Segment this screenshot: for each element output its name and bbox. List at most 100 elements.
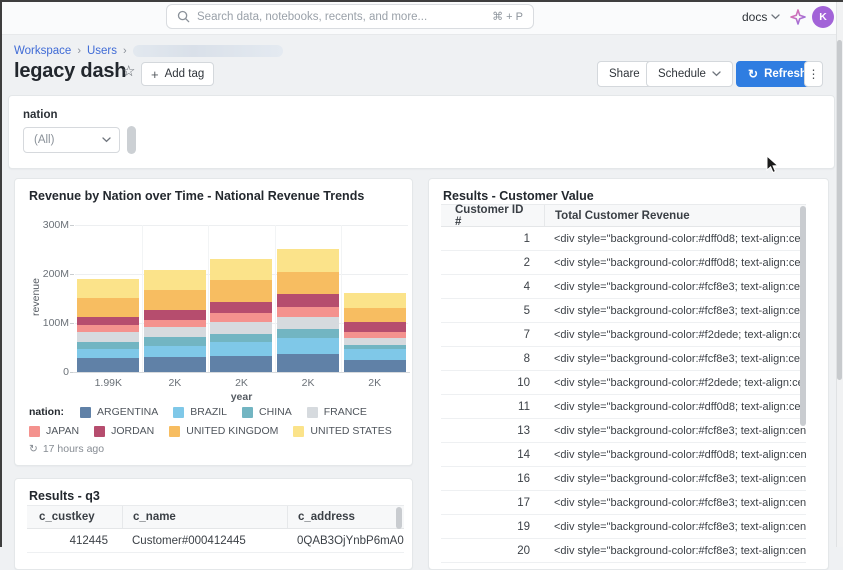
legend-item: UNITED KINGDOM [169, 425, 278, 437]
x-tick-label: 1.99K [94, 377, 123, 389]
workspace-menu-label: docs [742, 10, 768, 24]
legend-item: BRAZIL [173, 406, 227, 418]
gridline [274, 225, 276, 372]
bar-segment-united-states [143, 270, 206, 291]
share-label: Share [609, 68, 640, 80]
bar-segment-france [77, 332, 140, 343]
schedule-button[interactable]: Schedule [646, 61, 733, 87]
revenue-cell: <div style="background-color:#fcf8e3; te… [554, 304, 806, 317]
q3-table: c_custkey c_name c_address 412445 Custom… [27, 505, 404, 553]
legend-item: ARGENTINA [80, 406, 158, 418]
legend-label: CHINA [259, 406, 292, 418]
bar-segment-china [210, 334, 273, 342]
revenue-cell: <div style="background-color:#dff0d8; te… [554, 256, 806, 269]
column-header-total-revenue[interactable]: Total Customer Revenue [544, 205, 806, 226]
schedule-label: Schedule [658, 68, 706, 80]
customer-id-cell: 13 [517, 424, 530, 437]
customer-id-cell: 4 [523, 280, 530, 293]
favorite-star-icon[interactable]: ☆ [122, 63, 136, 80]
table-row: 8 <div style="background-color:#fcf8e3; … [441, 347, 806, 371]
bar-segment-france [143, 327, 206, 338]
magic-sparkle-icon[interactable] [790, 9, 806, 25]
customer-value-table: Customer ID # Total Customer Revenue 1 <… [441, 204, 806, 563]
table-row: 20 <div style="background-color:#fcf8e3;… [441, 539, 806, 563]
bar-segment-jordan [143, 310, 206, 321]
bar-segment-china [277, 329, 340, 339]
filter-card: nation (All) [8, 95, 835, 169]
custkey-cell: 412445 [69, 534, 108, 547]
breadcrumb-users[interactable]: Users [86, 45, 118, 57]
y-tick [70, 372, 74, 373]
filter-drag-handle[interactable] [127, 126, 136, 154]
bar-segment-united-kingdom [77, 297, 140, 318]
column-header-c-name[interactable]: c_name [122, 506, 287, 528]
column-header-c-address[interactable]: c_address [287, 506, 404, 528]
search-icon [177, 10, 190, 23]
legend-swatch [29, 425, 40, 437]
legend-swatch [169, 425, 181, 437]
q3-table-header: c_custkey c_name c_address [27, 505, 404, 529]
q3-results-card: Results - q3 c_custkey c_name c_address … [14, 478, 413, 570]
bar-segment-japan [210, 312, 273, 322]
share-button[interactable]: Share [597, 61, 652, 87]
bar-segment-brazil [77, 349, 140, 359]
chevron-down-icon [712, 71, 721, 77]
table-row: 4 <div style="background-color:#fcf8e3; … [441, 275, 806, 299]
avatar[interactable]: K [812, 6, 834, 28]
bar-segment-united-states [77, 279, 140, 298]
last-updated: ↻ 17 hours ago [29, 443, 104, 455]
page-scrollbar-thumb[interactable] [837, 40, 842, 380]
x-tick-label: 2K [168, 377, 182, 389]
more-options-button[interactable]: ⋮ [804, 61, 823, 87]
customer-id-cell: 14 [517, 448, 530, 461]
bar-segment-united-kingdom [210, 279, 273, 302]
window-edge [0, 0, 843, 2]
table-scrollbar[interactable] [396, 507, 402, 529]
breadcrumb-separator: › [77, 45, 81, 57]
breadcrumb: Workspace › Users › [14, 44, 283, 58]
add-tag-label: Add tag [164, 68, 205, 80]
bar-segment-china [343, 345, 406, 350]
chevron-down-icon [771, 14, 781, 20]
bar-segment-argentina [210, 356, 273, 372]
legend-item: JORDAN [94, 425, 154, 437]
search-shortcut: ⌘ + P [492, 11, 523, 23]
legend-title: nation: [29, 406, 64, 418]
y-tick [70, 225, 74, 226]
table-row: 412445 Customer#000412445 0QAB3OjYnbP6mA… [27, 529, 404, 553]
revenue-cell: <div style="background-color:#fcf8e3; te… [554, 424, 806, 437]
add-tag-button[interactable]: + Add tag [141, 62, 215, 86]
workspace-menu[interactable]: docs [742, 0, 781, 34]
column-header-customer-id[interactable]: Customer ID # [455, 203, 524, 228]
bar-segment-france [277, 317, 340, 330]
nation-filter-select[interactable]: (All) [23, 127, 120, 153]
address-cell: 0QAB3OjYnbP6mA0B,kgf [297, 534, 404, 547]
table-row: 16 <div style="background-color:#fcf8e3;… [441, 467, 806, 491]
legend-item: CHINA [242, 406, 292, 418]
breadcrumb-redacted-item[interactable] [132, 45, 283, 57]
stacked-bar [77, 279, 140, 372]
breadcrumb-workspace[interactable]: Workspace [14, 45, 72, 57]
column-header-c-custkey[interactable]: c_custkey [39, 511, 95, 523]
revenue-cell: <div style="background-color:#dff0d8; te… [554, 232, 806, 245]
customer-value-title: Results - Customer Value [443, 189, 594, 203]
legend-item: UNITED STATES [293, 425, 392, 437]
table-row: 13 <div style="background-color:#fcf8e3;… [441, 419, 806, 443]
bar-segment-brazil [210, 341, 273, 357]
table-scrollbar[interactable] [800, 206, 806, 426]
chart-card: Revenue by Nation over Time - National R… [14, 178, 413, 466]
x-axis-labels: 1.99K 2K 2K 2K 2K [75, 377, 408, 389]
global-search[interactable]: ⌘ + P [166, 4, 534, 29]
legend-label: ARGENTINA [97, 406, 159, 418]
legend-label: JAPAN [46, 425, 80, 437]
legend-swatch [173, 406, 185, 418]
legend-label: JORDAN [111, 425, 155, 437]
revenue-cell: <div style="background-color:#f2dede; te… [554, 376, 806, 389]
customer-id-cell: 17 [517, 496, 530, 509]
customer-id-cell: 20 [517, 544, 530, 557]
refresh-label: Refresh [764, 68, 807, 80]
bar-segment-argentina [77, 358, 140, 372]
bar-segment-china [77, 342, 140, 350]
search-input[interactable] [197, 10, 486, 23]
stacked-bar [210, 259, 273, 372]
